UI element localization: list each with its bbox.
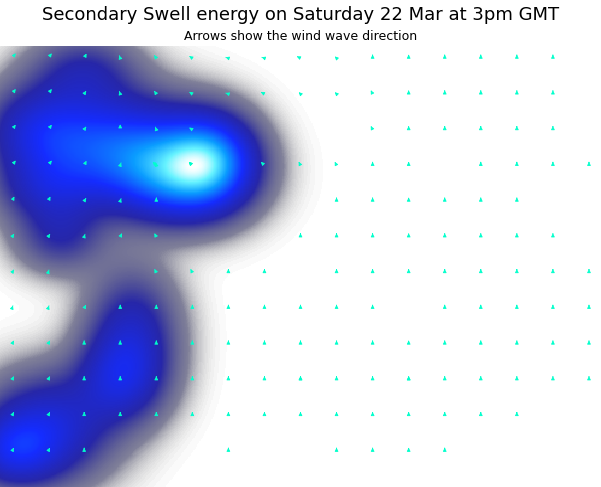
Text: Secondary Swell energy on Saturday 22 Mar at 3pm GMT: Secondary Swell energy on Saturday 22 Ma…	[42, 6, 559, 24]
Text: Arrows show the wind wave direction: Arrows show the wind wave direction	[184, 30, 417, 42]
